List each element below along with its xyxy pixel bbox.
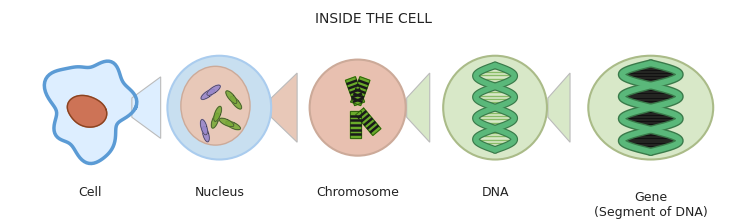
Polygon shape	[230, 96, 242, 109]
Text: Nucleus: Nucleus	[194, 186, 245, 199]
Polygon shape	[44, 61, 137, 164]
Ellipse shape	[168, 56, 272, 159]
Text: Chromosome: Chromosome	[316, 186, 399, 199]
Polygon shape	[346, 77, 364, 106]
Ellipse shape	[181, 66, 250, 145]
Text: INSIDE THE CELL: INSIDE THE CELL	[316, 11, 432, 26]
Ellipse shape	[443, 56, 547, 159]
Polygon shape	[219, 118, 234, 127]
Polygon shape	[214, 106, 221, 121]
Polygon shape	[132, 77, 161, 138]
Polygon shape	[226, 91, 237, 103]
Polygon shape	[226, 121, 240, 130]
Polygon shape	[207, 85, 221, 95]
Polygon shape	[351, 77, 370, 106]
Polygon shape	[200, 120, 207, 135]
Polygon shape	[355, 108, 381, 136]
Text: Gene
(Segment of DNA): Gene (Segment of DNA)	[594, 191, 708, 219]
Polygon shape	[67, 95, 107, 127]
Polygon shape	[548, 73, 570, 142]
Polygon shape	[212, 113, 219, 128]
Polygon shape	[351, 112, 361, 138]
Ellipse shape	[588, 56, 713, 159]
Polygon shape	[201, 89, 215, 99]
Ellipse shape	[310, 60, 405, 156]
Polygon shape	[407, 73, 430, 142]
Text: DNA: DNA	[481, 186, 509, 199]
Text: Cell: Cell	[78, 186, 101, 199]
Polygon shape	[272, 73, 297, 142]
Polygon shape	[203, 127, 209, 142]
